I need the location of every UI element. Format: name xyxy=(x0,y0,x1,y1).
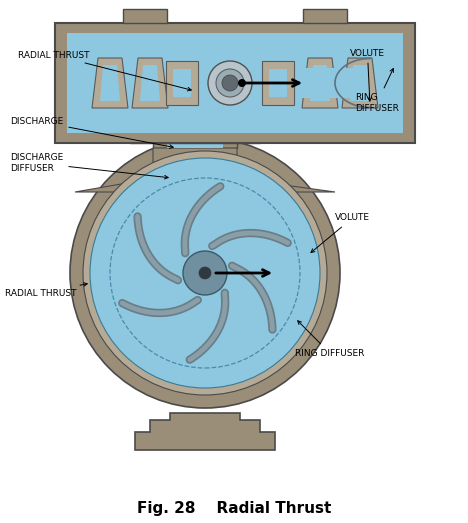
Polygon shape xyxy=(350,65,370,101)
Polygon shape xyxy=(130,133,260,143)
Polygon shape xyxy=(310,65,330,101)
Polygon shape xyxy=(167,133,223,143)
Polygon shape xyxy=(342,58,378,108)
Polygon shape xyxy=(132,58,168,108)
Circle shape xyxy=(199,267,211,279)
Circle shape xyxy=(70,138,340,408)
Text: Fig. 28    Radial Thrust: Fig. 28 Radial Thrust xyxy=(137,501,331,516)
Text: RING DIFFUSER: RING DIFFUSER xyxy=(295,321,365,358)
Polygon shape xyxy=(302,58,338,108)
Polygon shape xyxy=(153,133,237,148)
Circle shape xyxy=(208,61,252,105)
Polygon shape xyxy=(135,413,275,450)
Polygon shape xyxy=(167,133,223,148)
Polygon shape xyxy=(55,23,415,143)
Text: RING
DIFFUSER: RING DIFFUSER xyxy=(355,69,399,112)
Polygon shape xyxy=(123,9,167,23)
Circle shape xyxy=(183,251,227,295)
Polygon shape xyxy=(75,148,335,192)
Polygon shape xyxy=(303,9,347,23)
Circle shape xyxy=(83,151,327,395)
Polygon shape xyxy=(92,58,128,108)
Circle shape xyxy=(222,75,238,91)
Text: DISCHARGE
DIFFUSER: DISCHARGE DIFFUSER xyxy=(10,153,168,179)
Circle shape xyxy=(90,158,320,388)
Circle shape xyxy=(216,69,244,97)
Polygon shape xyxy=(100,65,120,101)
Polygon shape xyxy=(269,69,287,97)
Text: DISCHARGE: DISCHARGE xyxy=(10,117,173,149)
Circle shape xyxy=(238,79,246,87)
Text: RADIAL THRUST: RADIAL THRUST xyxy=(5,283,87,298)
Polygon shape xyxy=(140,65,160,101)
Polygon shape xyxy=(67,33,403,133)
Polygon shape xyxy=(185,68,365,98)
Text: VOLUTE: VOLUTE xyxy=(350,49,385,101)
Polygon shape xyxy=(173,69,191,97)
Polygon shape xyxy=(262,61,294,105)
Polygon shape xyxy=(166,61,198,105)
Text: VOLUTE: VOLUTE xyxy=(311,213,370,253)
Text: RADIAL THRUST: RADIAL THRUST xyxy=(18,51,191,91)
